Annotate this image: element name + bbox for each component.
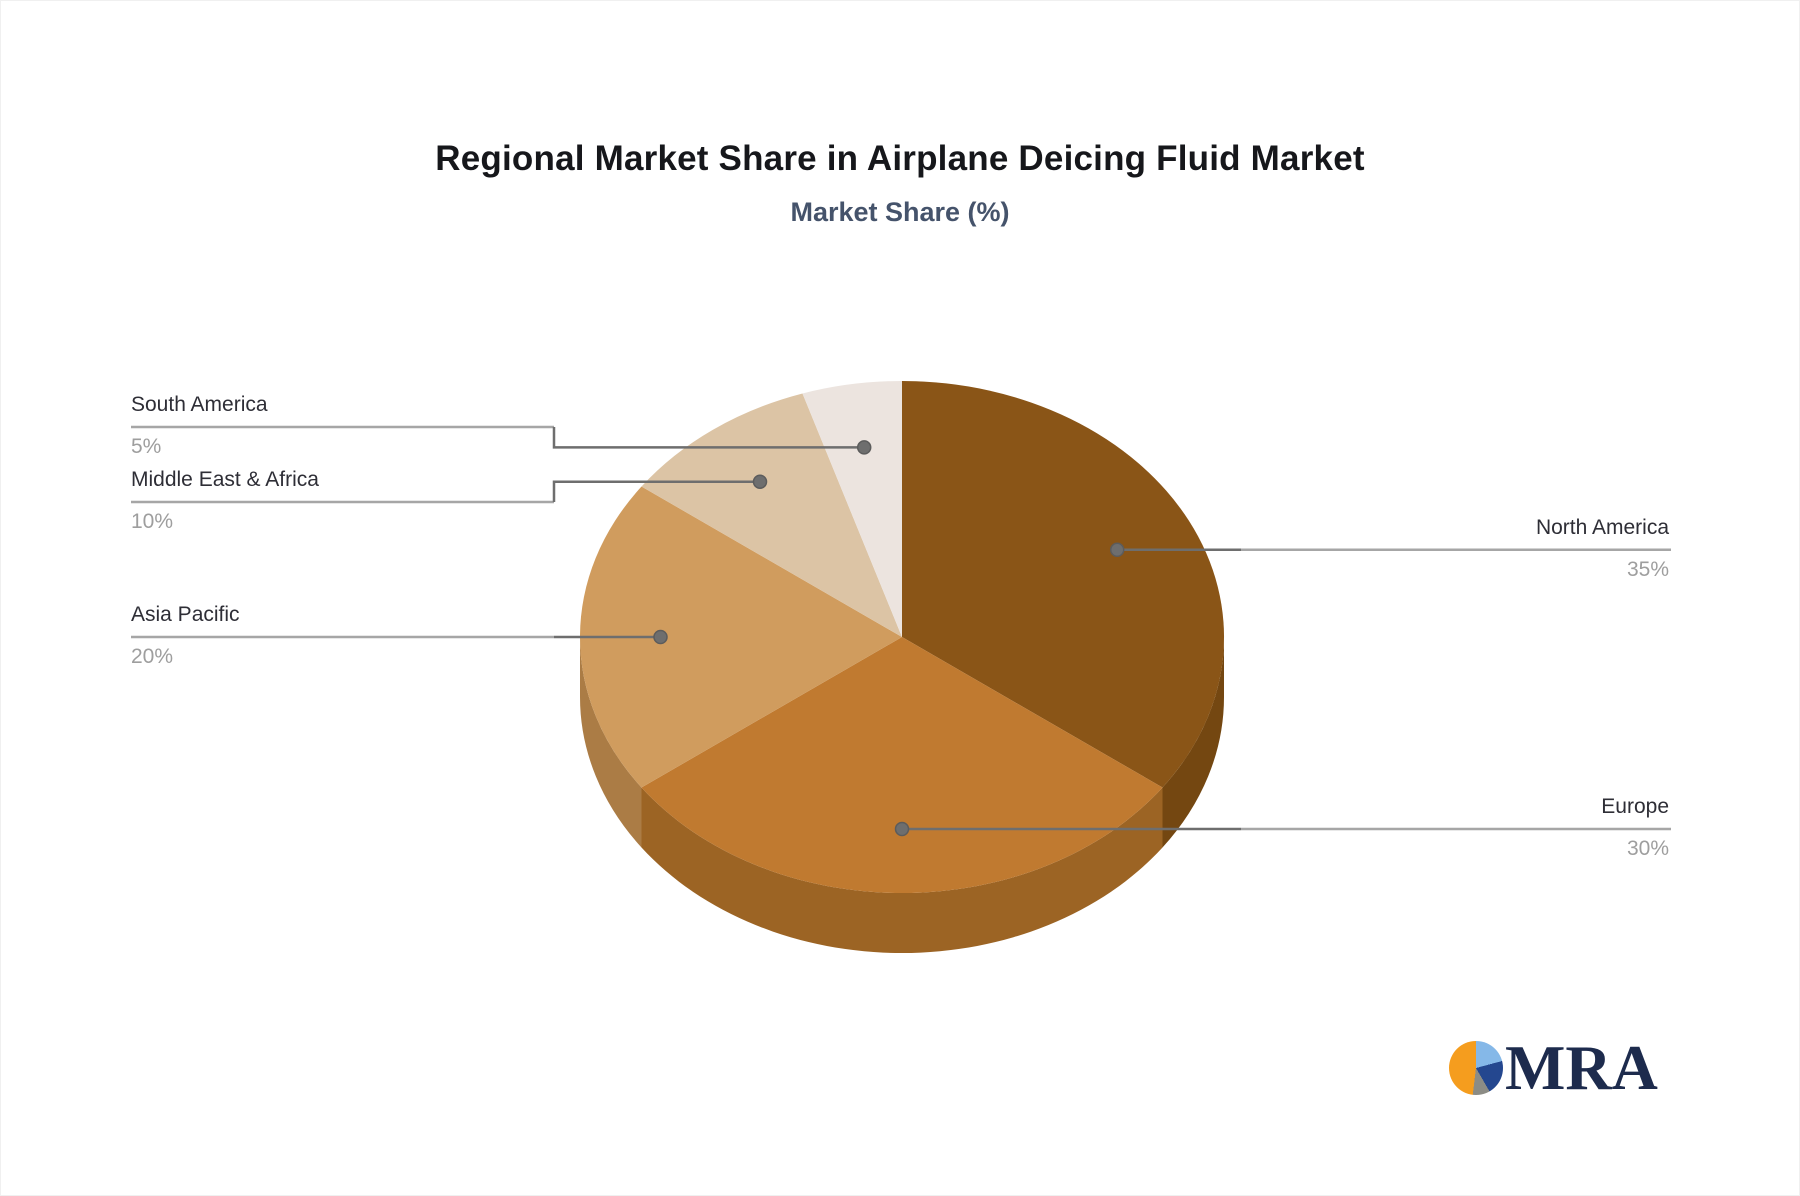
- slice-middle-east-africa[interactable]: [641, 393, 903, 638]
- connector-south-america: [552, 427, 865, 449]
- mra-logo: MRA: [1449, 1032, 1658, 1103]
- logo-text: MRA: [1505, 1032, 1658, 1103]
- label-middle-east-africa: Middle East & Africa: [131, 468, 319, 491]
- slice-north-america[interactable]: [902, 381, 1225, 788]
- slice-side-europe: [641, 787, 1163, 954]
- slice-side-north-america: [1162, 637, 1225, 848]
- pct-asia-pacific: 20%: [131, 645, 174, 668]
- slice-side-asia-pacific: [580, 637, 642, 848]
- label-north-america: North America: [1535, 515, 1669, 539]
- connector-dot-south-america: [856, 440, 872, 455]
- pct-south-america: 5%: [131, 435, 162, 458]
- chart-title: Regional Market Share in Airplane Deicin…: [435, 139, 1365, 178]
- label-europe: Europe: [1601, 795, 1669, 818]
- chart-subtitle: Market Share (%): [790, 197, 1010, 227]
- slice-asia-pacific[interactable]: [579, 486, 902, 788]
- connector-dot-asia-pacific: [653, 629, 668, 645]
- logo-pie-icon: [1449, 1041, 1503, 1095]
- connector-dot-north-america: [1109, 542, 1125, 558]
- pct-middle-east-africa: 10%: [131, 510, 174, 533]
- label-south-america: South America: [131, 393, 268, 416]
- label-asia-pacific: Asia Pacific: [131, 603, 240, 626]
- connector-dot-middle-east-africa: [752, 474, 768, 489]
- pct-north-america: 35%: [1626, 557, 1669, 581]
- connector-middle-east-africa: [552, 480, 760, 502]
- connector-dot-europe: [894, 821, 910, 837]
- slice-south-america[interactable]: [802, 381, 903, 637]
- pct-europe: 30%: [1626, 837, 1669, 860]
